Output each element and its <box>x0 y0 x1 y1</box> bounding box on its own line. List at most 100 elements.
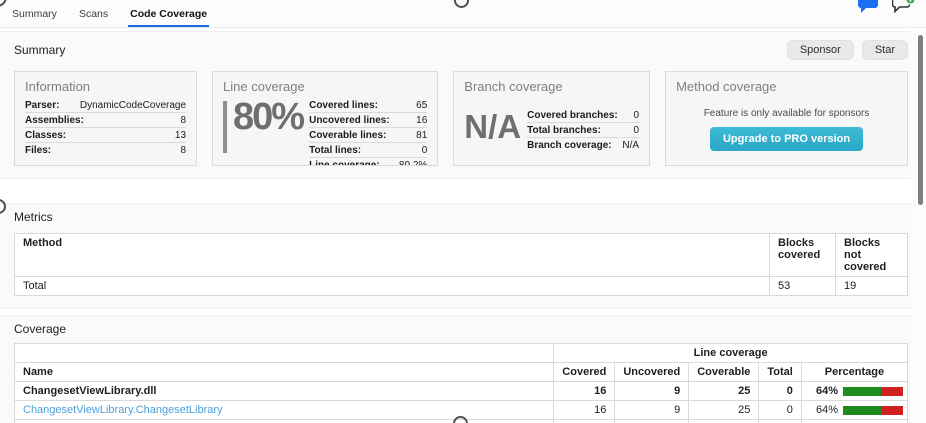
information-value: 8 <box>180 144 187 156</box>
line-coverage-row: Total lines: 0 <box>309 142 428 157</box>
tab-summary[interactable]: Summary <box>12 7 57 20</box>
branch-coverage-row: Covered branches: 0 <box>527 108 639 122</box>
information-row: Parser: DynamicCodeCoverage <box>25 98 186 112</box>
star-button[interactable]: Star <box>861 40 908 60</box>
coverage-group-header: Line coverage <box>553 343 908 363</box>
method-coverage-card-title: Method coverage <box>676 79 777 94</box>
upgrade-pro-button[interactable]: Upgrade to PRO version <box>709 127 864 151</box>
line-coverage-label: Covered lines: <box>309 99 379 111</box>
metrics-section: Metrics Method Blocks covered Blocks not… <box>0 203 926 309</box>
comment-icon[interactable] <box>858 0 878 18</box>
percentage-bar-uncovered <box>881 386 903 396</box>
branch-coverage-rows: Covered branches: 0 Total branches: 0 Branch… <box>527 108 640 152</box>
percentage-bar-covered <box>843 386 882 396</box>
information-value: 8 <box>180 114 187 126</box>
method-coverage-card: Method coverage Feature is only availabl… <box>665 71 908 166</box>
branch-coverage-big-value: N/A <box>464 108 522 145</box>
branch-coverage-row: Total branches: 0 <box>527 122 640 137</box>
coverage-section: Coverage Line coverage Name Covered Unco… <box>0 315 926 423</box>
header-icons <box>858 0 916 20</box>
line-coverage-row: Coverable lines: 81 <box>309 127 428 142</box>
tab-code-coverage[interactable]: Code Coverage <box>128 0 210 27</box>
coverage-table-row: ChangesetViewLibrary.dll 16 9 25 0 64% <box>13 381 909 401</box>
coverage-total-cell: 0 <box>758 400 802 420</box>
line-coverage-value: 65 <box>416 99 428 111</box>
selection-handle-bottom <box>453 416 468 423</box>
branch-coverage-row: Branch coverage: N/A <box>527 137 640 152</box>
coverage-total-cell: 0 <box>758 381 802 401</box>
branch-coverage-label: Branch coverage: <box>527 139 612 151</box>
coverage-header-percentage: Percentage <box>800 362 909 382</box>
information-label: Files: <box>25 144 52 156</box>
percentage-bar <box>843 405 903 415</box>
line-coverage-label: Coverable lines: <box>309 129 387 141</box>
coverage-table: Line coverage Name Covered Uncovered Cov… <box>13 343 909 423</box>
percentage-text: 64% <box>815 385 838 397</box>
coverage-total-cell: 0 <box>758 419 802 423</box>
branch-coverage-value: 0 <box>633 109 640 121</box>
information-label: Assemblies: <box>25 114 84 126</box>
coverage-coverable-cell: 6 <box>688 419 760 423</box>
summary-section-title: Summary <box>14 43 66 57</box>
line-coverage-label: Uncovered lines: <box>309 114 390 126</box>
coverage-table-row: ChangesetViewLibrary.ChangesetLibrary 16 9… <box>13 400 909 420</box>
information-label: Classes: <box>25 129 67 141</box>
metrics-section-title: Metrics <box>14 210 53 224</box>
coverage-header-total: Total <box>758 362 802 382</box>
coverage-covered-cell: 16 <box>553 381 616 401</box>
branch-coverage-value: N/A <box>622 139 640 151</box>
percentage-wrap: 64% <box>810 385 903 397</box>
coverage-uncovered-cell: 9 <box>614 381 690 401</box>
metrics-header-blocks-covered: Blocks covered <box>769 233 836 277</box>
coverage-percentage-cell: 64% <box>800 400 909 420</box>
comment-add-icon[interactable] <box>891 0 916 20</box>
line-coverage-label: Line coverage: <box>309 159 380 166</box>
summary-section: Summary Sponsor Star Information Parser:… <box>0 31 926 179</box>
coverage-covered-cell: 6 <box>553 419 616 423</box>
coverage-uncovered-cell: 0 <box>614 419 690 423</box>
percentage-wrap: 64% <box>810 404 903 416</box>
metrics-table: Method Blocks covered Blocks not covered… <box>14 233 908 296</box>
coverage-section-title: Coverage <box>14 322 67 336</box>
coverage-name-cell: ChangesetViewLibrary.Tests.dll <box>13 419 555 423</box>
information-row: Assemblies: 8 <box>25 112 187 127</box>
metrics-header-blocks-not-covered: Blocks not covered <box>835 233 908 277</box>
branch-coverage-card-title: Branch coverage <box>464 79 563 94</box>
coverage-coverable-cell: 25 <box>688 381 760 401</box>
section-gap <box>0 309 926 315</box>
branch-coverage-value: 0 <box>633 124 640 136</box>
metrics-header-method: Method <box>14 233 770 277</box>
coverage-percentage-cell: 64% <box>800 381 909 401</box>
scrollbar-thumb[interactable] <box>918 35 923 205</box>
coverage-name-cell: ChangesetViewLibrary.dll <box>13 381 555 401</box>
summary-cards: Information Parser: DynamicCodeCoverage As… <box>14 71 908 166</box>
coverage-group-empty-cell <box>13 343 555 363</box>
coverage-covered-cell: 16 <box>553 400 616 420</box>
line-coverage-value: 0 <box>421 144 428 156</box>
coverage-header-uncovered: Uncovered <box>614 362 690 382</box>
line-coverage-value: 16 <box>416 114 428 126</box>
percentage-text: 64% <box>815 404 838 416</box>
percentage-bar-covered <box>843 405 882 415</box>
information-card: Information Parser: DynamicCodeCoverage As… <box>14 71 198 166</box>
information-row: Classes: 13 <box>25 127 187 142</box>
line-coverage-card-title: Line coverage <box>223 79 305 94</box>
line-coverage-label: Total lines: <box>309 144 362 156</box>
tab-scans[interactable]: Scans <box>78 7 109 20</box>
section-gap <box>0 179 926 203</box>
percentage-bar <box>843 386 903 396</box>
metrics-cell: 53 <box>769 276 836 296</box>
coverage-header-covered: Covered <box>553 362 616 382</box>
coverage-coverable-cell: 25 <box>688 400 760 420</box>
line-coverage-row: Uncovered lines: 16 <box>309 112 428 127</box>
line-coverage-bar-accent <box>223 101 228 153</box>
coverage-uncovered-cell: 9 <box>614 400 690 420</box>
branch-coverage-label: Covered branches: <box>527 109 618 121</box>
coverage-header-coverable: Coverable <box>688 362 760 382</box>
sponsor-button[interactable]: Sponsor <box>786 40 854 60</box>
coverage-table-row: ChangesetViewLibrary.Tests.dll6060100% <box>13 419 909 423</box>
coverage-item-link[interactable]: ChangesetViewLibrary.ChangesetLibrary <box>23 404 223 416</box>
coverage-name-cell: ChangesetViewLibrary.ChangesetLibrary <box>13 400 555 420</box>
line-coverage-value: 81 <box>416 129 428 141</box>
information-label: Parser: <box>25 99 60 111</box>
